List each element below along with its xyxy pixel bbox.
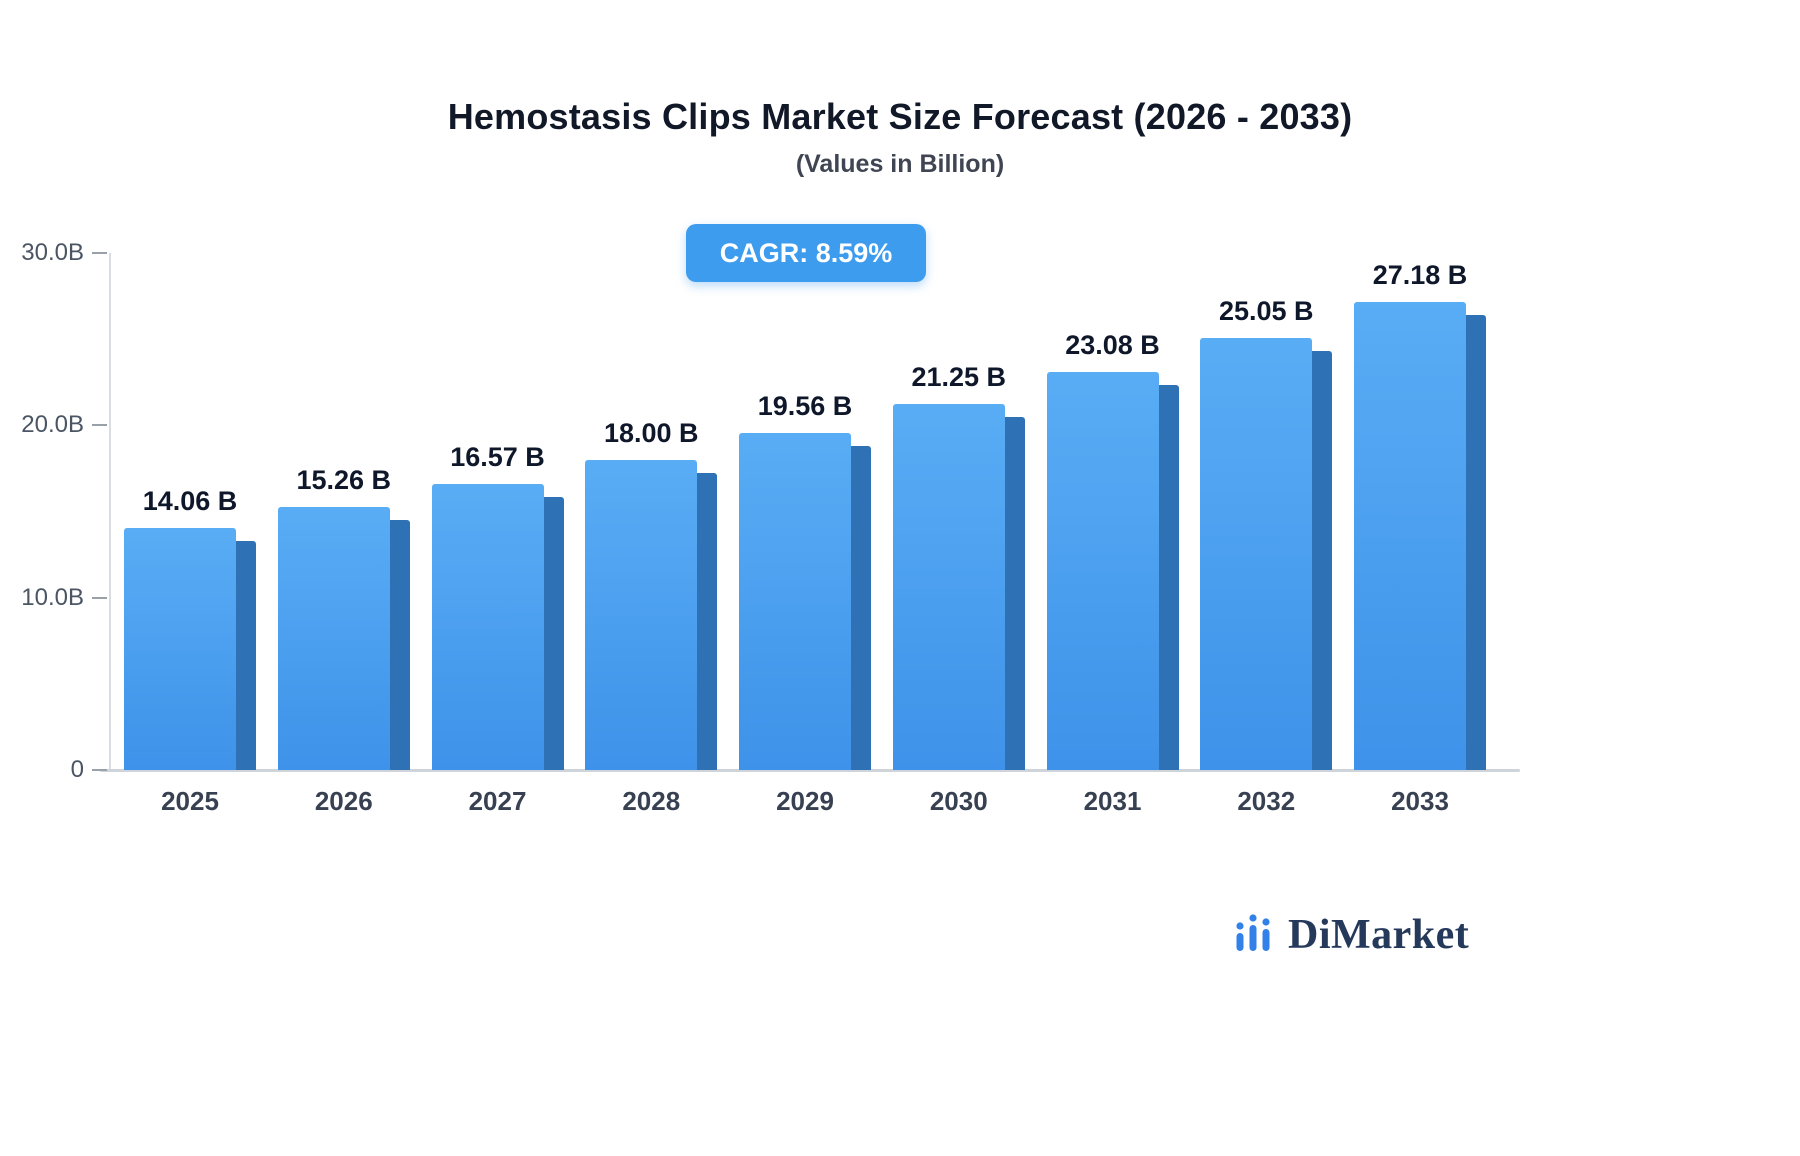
bar-side-3d (851, 445, 871, 770)
x-axis-label: 2026 (314, 786, 373, 816)
brand-name: DiMarket (1288, 912, 1470, 958)
y-tick-label: 30.0B (21, 239, 84, 266)
x-axis-line (100, 769, 1520, 772)
y-tick-mark (92, 252, 107, 254)
bar-value-label: 18.00 B (603, 417, 699, 448)
y-tick-mark (92, 424, 107, 427)
bar (739, 432, 851, 770)
x-axis-label: 2027 (468, 786, 527, 816)
bar-value-label: 27.18 B (1372, 259, 1468, 290)
bar-side-3d (236, 540, 256, 770)
y-tick-label: 20.0B (21, 411, 84, 439)
chart-subtitle: (Values in Billion) (795, 150, 1005, 178)
bar (585, 459, 698, 770)
y-tick-label: 10.0B (21, 583, 84, 611)
bar-value-label: 23.08 B (1065, 330, 1160, 361)
bar-side-3d (1004, 416, 1025, 770)
y-tick-mark (92, 769, 107, 771)
x-axis-label: 2031 (1083, 786, 1142, 816)
x-axis-label: 2028 (622, 786, 681, 816)
bar-value-label: 16.57 B (450, 442, 545, 473)
bar (277, 507, 390, 770)
bar-side-3d (1158, 385, 1179, 770)
bar (1354, 301, 1466, 770)
x-axis-label: 2030 (929, 786, 988, 816)
y-tick-mark (92, 596, 107, 599)
bar-side-3d (389, 520, 410, 770)
cagr-badge: CAGR: 8.59% (686, 224, 926, 282)
bar-side-3d (1312, 351, 1333, 770)
y-axis-line (109, 253, 111, 770)
chart-title: Hemostasis Clips Market Size Forecast (2… (447, 96, 1353, 137)
bar-side-3d (1466, 314, 1486, 770)
x-axis-label: 2033 (1391, 786, 1449, 816)
bar-value-label: 14.06 B (142, 485, 238, 516)
y-tick-label: 0 (70, 756, 84, 783)
bar (431, 484, 544, 770)
bar (892, 403, 1005, 770)
bar-value-label: 15.26 B (296, 465, 392, 496)
bar-chart-with-dots-icon (1230, 909, 1278, 962)
bar (1046, 372, 1159, 770)
x-axis-label: 2025 (161, 786, 219, 816)
x-axis-label: 2029 (776, 786, 834, 816)
bar-value-label: 19.56 B (757, 390, 853, 421)
bar-side-3d (543, 497, 564, 770)
bar (124, 527, 236, 770)
x-axis-label: 2032 (1237, 786, 1296, 816)
bar-value-label: 25.05 B (1218, 296, 1314, 327)
bar (1200, 338, 1313, 770)
dimarket-logo: DiMarket (1230, 905, 1530, 965)
bar-value-label: 21.25 B (911, 361, 1007, 392)
bar-side-3d (697, 472, 718, 770)
